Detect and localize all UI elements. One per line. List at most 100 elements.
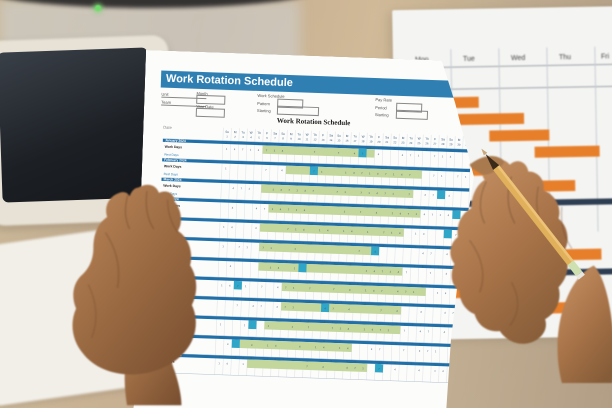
svg-text:13: 13 bbox=[321, 138, 325, 142]
svg-text:W: W bbox=[306, 133, 309, 137]
svg-text:Work Days: Work Days bbox=[164, 164, 182, 169]
svg-text:M: M bbox=[402, 136, 405, 140]
svg-text:4: 4 bbox=[420, 310, 422, 314]
svg-text:4: 4 bbox=[250, 135, 252, 139]
svg-text:3: 3 bbox=[242, 135, 244, 139]
svg-text:4: 4 bbox=[422, 251, 424, 255]
svg-text:7: 7 bbox=[240, 186, 242, 190]
svg-text:9: 9 bbox=[290, 137, 292, 141]
svg-text:7: 7 bbox=[432, 213, 434, 217]
svg-text:M: M bbox=[346, 134, 349, 138]
svg-text:7: 7 bbox=[265, 168, 267, 172]
svg-text:7: 7 bbox=[403, 348, 405, 352]
svg-text:16: 16 bbox=[345, 139, 349, 143]
svg-text:1: 1 bbox=[242, 362, 244, 366]
svg-text:7: 7 bbox=[236, 303, 238, 307]
svg-text:7: 7 bbox=[379, 347, 381, 351]
svg-text:1: 1 bbox=[248, 187, 250, 191]
svg-text:1: 1 bbox=[244, 323, 246, 327]
svg-text:F: F bbox=[266, 131, 268, 135]
svg-text:12: 12 bbox=[313, 138, 317, 142]
svg-text:7: 7 bbox=[430, 271, 432, 275]
svg-text:4: 4 bbox=[420, 329, 422, 333]
svg-text:7: 7 bbox=[410, 153, 412, 157]
svg-text:17: 17 bbox=[353, 139, 357, 143]
svg-text:7: 7 bbox=[428, 330, 430, 334]
svg-text:Su: Su bbox=[225, 130, 229, 134]
svg-text:4: 4 bbox=[252, 304, 254, 308]
svg-text:Su: Su bbox=[281, 132, 285, 136]
svg-text:M: M bbox=[234, 130, 237, 134]
svg-text:26: 26 bbox=[425, 141, 429, 145]
svg-text:1: 1 bbox=[418, 154, 420, 158]
svg-text:1: 1 bbox=[246, 245, 248, 249]
svg-text:23: 23 bbox=[401, 141, 405, 145]
svg-text:14: 14 bbox=[329, 138, 333, 142]
svg-text:7: 7 bbox=[427, 349, 429, 353]
svg-text:Tu: Tu bbox=[297, 132, 301, 136]
svg-text:Tu: Tu bbox=[353, 134, 357, 138]
svg-text:7: 7 bbox=[404, 329, 406, 333]
svg-text:27: 27 bbox=[433, 142, 437, 146]
svg-text:Th: Th bbox=[425, 137, 429, 141]
svg-text:4: 4 bbox=[424, 193, 426, 197]
svg-text:Wed: Wed bbox=[511, 55, 525, 62]
svg-text:7: 7 bbox=[238, 245, 240, 249]
svg-text:Tu: Tu bbox=[241, 130, 245, 134]
svg-text:4: 4 bbox=[423, 232, 425, 236]
svg-text:4: 4 bbox=[256, 206, 258, 210]
svg-text:Work Days: Work Days bbox=[165, 145, 183, 150]
svg-text:Su: Su bbox=[393, 136, 397, 140]
svg-text:4: 4 bbox=[394, 367, 396, 371]
svg-text:19: 19 bbox=[369, 139, 373, 143]
svg-text:21: 21 bbox=[385, 140, 389, 144]
svg-text:1: 1 bbox=[226, 147, 228, 151]
svg-text:Sa: Sa bbox=[385, 135, 389, 139]
svg-text:1: 1 bbox=[225, 166, 227, 170]
svg-text:Sa: Sa bbox=[273, 131, 277, 135]
svg-text:4: 4 bbox=[418, 368, 420, 372]
svg-text:Th: Th bbox=[369, 135, 373, 139]
svg-text:7: 7 bbox=[264, 207, 266, 211]
svg-text:20: 20 bbox=[377, 140, 381, 144]
svg-text:Tue: Tue bbox=[463, 56, 475, 63]
svg-text:7: 7 bbox=[260, 304, 262, 308]
svg-text:Th: Th bbox=[257, 131, 261, 135]
svg-text:Date: Date bbox=[163, 125, 172, 130]
svg-text:22: 22 bbox=[393, 140, 397, 144]
svg-text:Fri: Fri bbox=[601, 53, 610, 60]
svg-text:15: 15 bbox=[337, 138, 341, 142]
svg-text:W: W bbox=[418, 137, 421, 141]
svg-text:4: 4 bbox=[402, 153, 404, 157]
svg-text:1: 1 bbox=[250, 148, 252, 152]
svg-text:4: 4 bbox=[258, 148, 260, 152]
svg-text:F: F bbox=[434, 137, 436, 141]
svg-text:6: 6 bbox=[266, 136, 268, 140]
svg-text:10: 10 bbox=[297, 137, 301, 141]
svg-text:Thu: Thu bbox=[559, 54, 571, 61]
svg-text:18: 18 bbox=[361, 139, 365, 143]
svg-text:24: 24 bbox=[409, 141, 413, 145]
svg-text:Th: Th bbox=[313, 133, 317, 137]
svg-text:4: 4 bbox=[277, 285, 279, 289]
svg-text:4: 4 bbox=[281, 168, 283, 172]
svg-text:4: 4 bbox=[255, 226, 257, 230]
svg-text:Sa: Sa bbox=[329, 133, 333, 137]
svg-text:Su: Su bbox=[337, 134, 341, 138]
svg-text:8: 8 bbox=[282, 136, 284, 140]
svg-text:7: 7 bbox=[430, 252, 432, 256]
svg-text:4: 4 bbox=[276, 305, 278, 309]
svg-text:7: 7 bbox=[242, 147, 244, 151]
svg-text:11: 11 bbox=[306, 137, 309, 141]
svg-text:4: 4 bbox=[424, 212, 426, 216]
svg-text:F: F bbox=[322, 133, 324, 137]
svg-text:7: 7 bbox=[261, 285, 263, 289]
svg-text:Tu: Tu bbox=[409, 136, 413, 140]
svg-text:25: 25 bbox=[417, 141, 421, 145]
svg-text:M: M bbox=[290, 132, 293, 136]
svg-text:1: 1 bbox=[226, 134, 228, 138]
svg-text:1: 1 bbox=[245, 284, 247, 288]
svg-text:F: F bbox=[378, 135, 380, 139]
svg-text:1: 1 bbox=[415, 232, 417, 236]
svg-text:4: 4 bbox=[419, 349, 421, 353]
